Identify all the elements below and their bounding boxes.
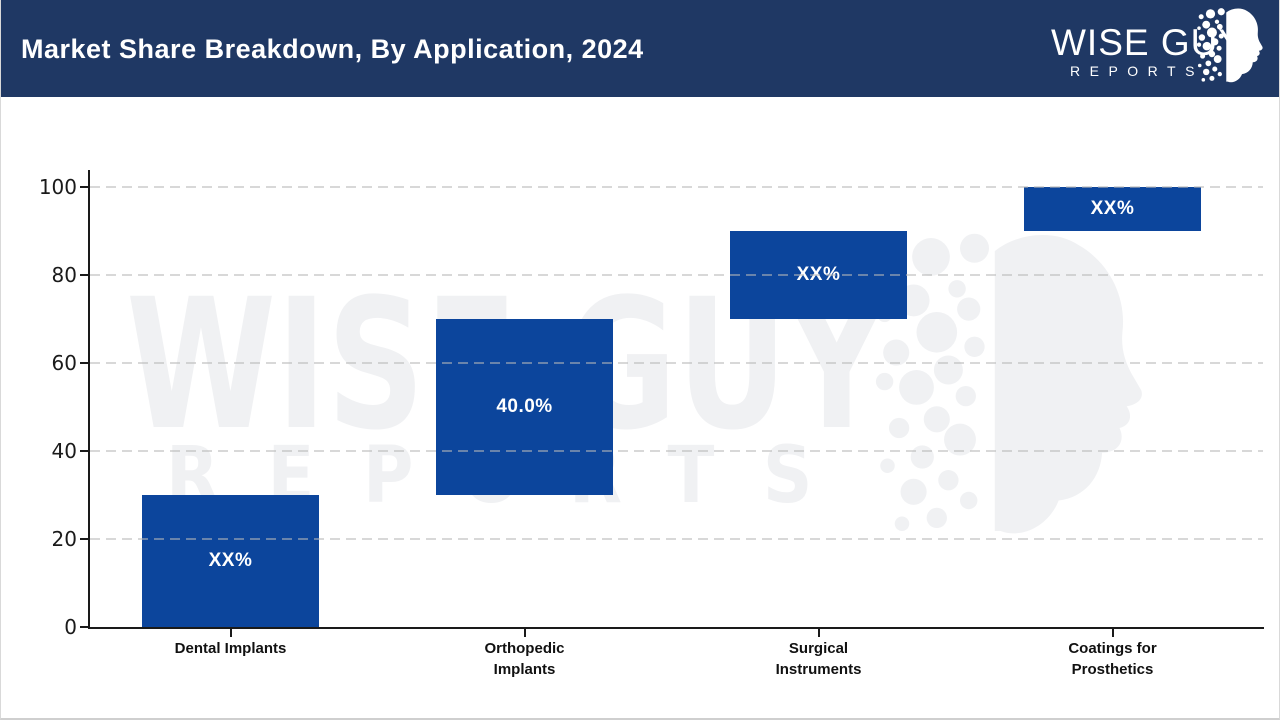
bar-value-label-coatings-for-prosthetics: XX% [1090,198,1135,219]
bar-value-label-orthopedic-implants: 40.0% [496,396,553,417]
y-tick-label-40: 40 [51,439,77,463]
wise-guy-reports-logo: WISE GUY REPORTS [1021,0,1271,97]
y-tick-mark-80 [80,274,88,276]
x-category-label-dental-implants: Dental Implants [174,640,287,657]
x-category-label-coatings-for-prosthetics: Coatings for Prosthetics [1068,640,1157,678]
header-banner: Market Share Breakdown, By Application, … [1,0,1279,97]
bar-dental-implants: XX% [142,495,319,627]
bar-orthopedic-implants: 40.0% [436,319,613,495]
y-tick-label-60: 60 [51,351,77,375]
y-tick-mark-0 [80,626,88,628]
gridline-80 [90,274,1263,276]
y-tick-mark-20 [80,538,88,540]
y-tick-label-80: 80 [51,263,77,287]
watermark-face [875,233,1142,534]
chart-title: Market Share Breakdown, By Application, … [21,34,644,64]
gridline-60 [90,362,1263,364]
y-tick-label-0: 0 [64,615,77,639]
x-tick-mark-orthopedic-implants [523,629,526,637]
x-axis-line [88,627,1264,629]
x-tick-mark-dental-implants [229,629,232,637]
logo-face-icon [1196,8,1263,83]
x-category-label-orthopedic-implants: Orthopedic Implants [484,640,565,678]
gridline-100 [90,186,1263,188]
x-tick-mark-coatings-for-prosthetics [1111,629,1114,637]
y-tick-mark-60 [80,362,88,364]
y-tick-label-100: 100 [38,175,77,199]
gridline-40 [90,450,1263,452]
x-category-label-surgical-instruments: Surgical Instruments [775,640,862,678]
y-tick-label-20: 20 [51,527,77,551]
bar-coatings-for-prosthetics: XX% [1024,187,1201,231]
y-tick-mark-100 [80,186,88,188]
logo-subtitle: REPORTS [1070,63,1204,79]
x-tick-mark-surgical-instruments [817,629,820,637]
gridline-20 [90,538,1263,540]
y-tick-mark-40 [80,450,88,452]
y-axis-line [88,170,90,629]
bar-value-label-dental-implants: XX% [208,550,253,571]
